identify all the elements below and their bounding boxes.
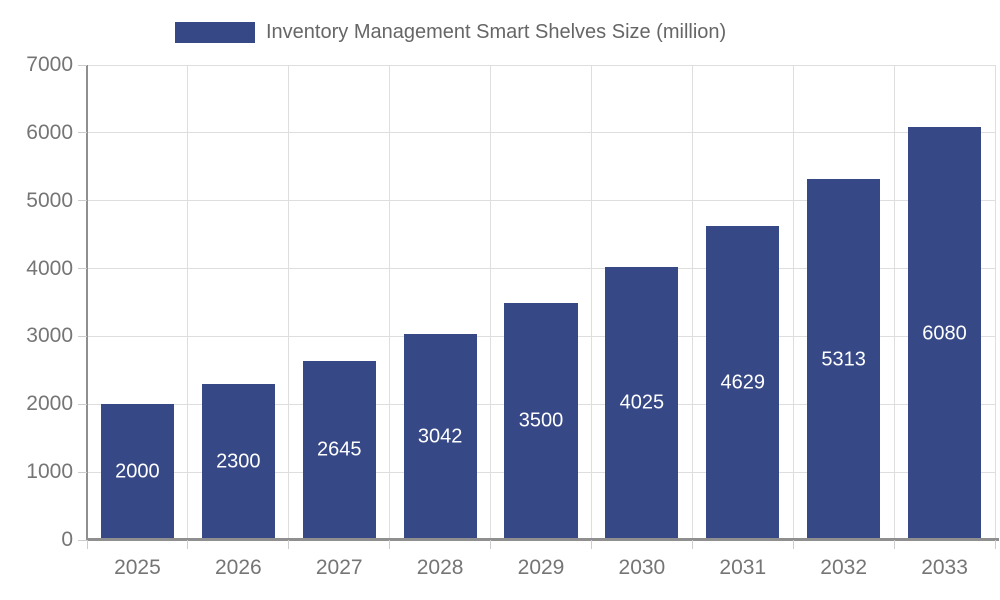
bar: 2000 — [100, 404, 174, 540]
h-gridline — [87, 200, 995, 202]
bar: 3500 — [504, 302, 578, 540]
bar: 3042 — [403, 333, 477, 540]
y-tick-label: 1000 — [26, 460, 73, 484]
v-gridline — [691, 65, 693, 540]
y-axis-line — [86, 65, 88, 540]
x-axis-tick — [590, 540, 592, 549]
y-axis-tick — [78, 64, 87, 66]
x-tick-label: 2029 — [517, 556, 565, 579]
v-gridline — [893, 65, 895, 540]
bar-value-label: 3042 — [417, 425, 463, 448]
bar-value-label: 3500 — [518, 409, 564, 432]
y-axis-tick — [78, 132, 87, 134]
y-axis-tick — [78, 471, 87, 473]
x-tick-label: 2027 — [315, 556, 363, 579]
legend-swatch[interactable] — [175, 22, 255, 43]
x-tick-label: 2032 — [820, 556, 868, 579]
v-gridline — [490, 65, 492, 540]
h-gridline — [87, 64, 995, 66]
x-axis-tick — [893, 540, 895, 549]
y-tick-label: 5000 — [26, 188, 73, 212]
bar: 4629 — [706, 225, 780, 540]
bar-value-label: 5313 — [821, 348, 866, 371]
bar: 5313 — [807, 179, 881, 540]
y-tick-label: 7000 — [26, 53, 73, 76]
bar-value-label: 2645 — [316, 438, 362, 461]
y-axis-tick — [78, 539, 87, 541]
x-axis-tick — [288, 540, 290, 549]
bar-value-label: 6080 — [922, 322, 967, 345]
y-tick-label: 3000 — [26, 324, 73, 348]
bar-value-label: 4025 — [619, 391, 665, 414]
bar: 4025 — [605, 266, 679, 540]
v-gridline — [994, 65, 996, 540]
y-axis-tick — [78, 335, 87, 337]
x-tick-label: 2028 — [416, 556, 464, 579]
x-axis-tick — [490, 540, 492, 549]
y-axis-tick — [78, 268, 87, 270]
v-gridline — [389, 65, 391, 540]
y-tick-label: 2000 — [26, 392, 73, 416]
plot-area: 2000 2300 2645 3042 3500 4025 4629 5313 6080 0 10… — [26, 53, 999, 579]
bar: 6080 — [907, 127, 982, 540]
x-tick-label: 2025 — [114, 556, 161, 579]
y-axis-tick — [78, 200, 87, 202]
y-axis-tick — [78, 403, 87, 405]
x-axis-line — [87, 538, 999, 541]
v-gridline — [288, 65, 290, 540]
h-gridline — [87, 132, 995, 134]
bar-value-label: 2300 — [216, 450, 261, 473]
x-axis-tick — [86, 540, 88, 549]
bar: 2645 — [302, 360, 376, 540]
h-gridline — [87, 268, 995, 270]
bar-value-label: 2000 — [115, 460, 160, 483]
x-tick-label: 2030 — [618, 556, 666, 579]
x-axis-tick — [691, 540, 693, 549]
bar: 2300 — [201, 383, 275, 540]
x-tick-label: 2031 — [719, 556, 767, 579]
bar-value-label: 4629 — [720, 371, 766, 394]
x-tick-label: 2026 — [214, 556, 262, 579]
x-axis-tick — [389, 540, 391, 549]
v-gridline — [792, 65, 794, 540]
v-gridline — [187, 65, 189, 540]
legend-label: Inventory Management Smart Shelves Size … — [266, 21, 727, 43]
x-axis-tick — [792, 540, 794, 549]
x-tick-label: 2033 — [921, 556, 968, 579]
x-axis-tick — [994, 540, 996, 549]
legend[interactable]: Inventory Management Smart Shelves Size … — [175, 21, 726, 44]
x-axis-tick — [187, 540, 189, 549]
y-tick-label: 6000 — [26, 120, 73, 144]
v-gridline — [590, 65, 592, 540]
y-tick-label: 4000 — [26, 256, 73, 280]
y-tick-label: 0 — [61, 528, 73, 551]
